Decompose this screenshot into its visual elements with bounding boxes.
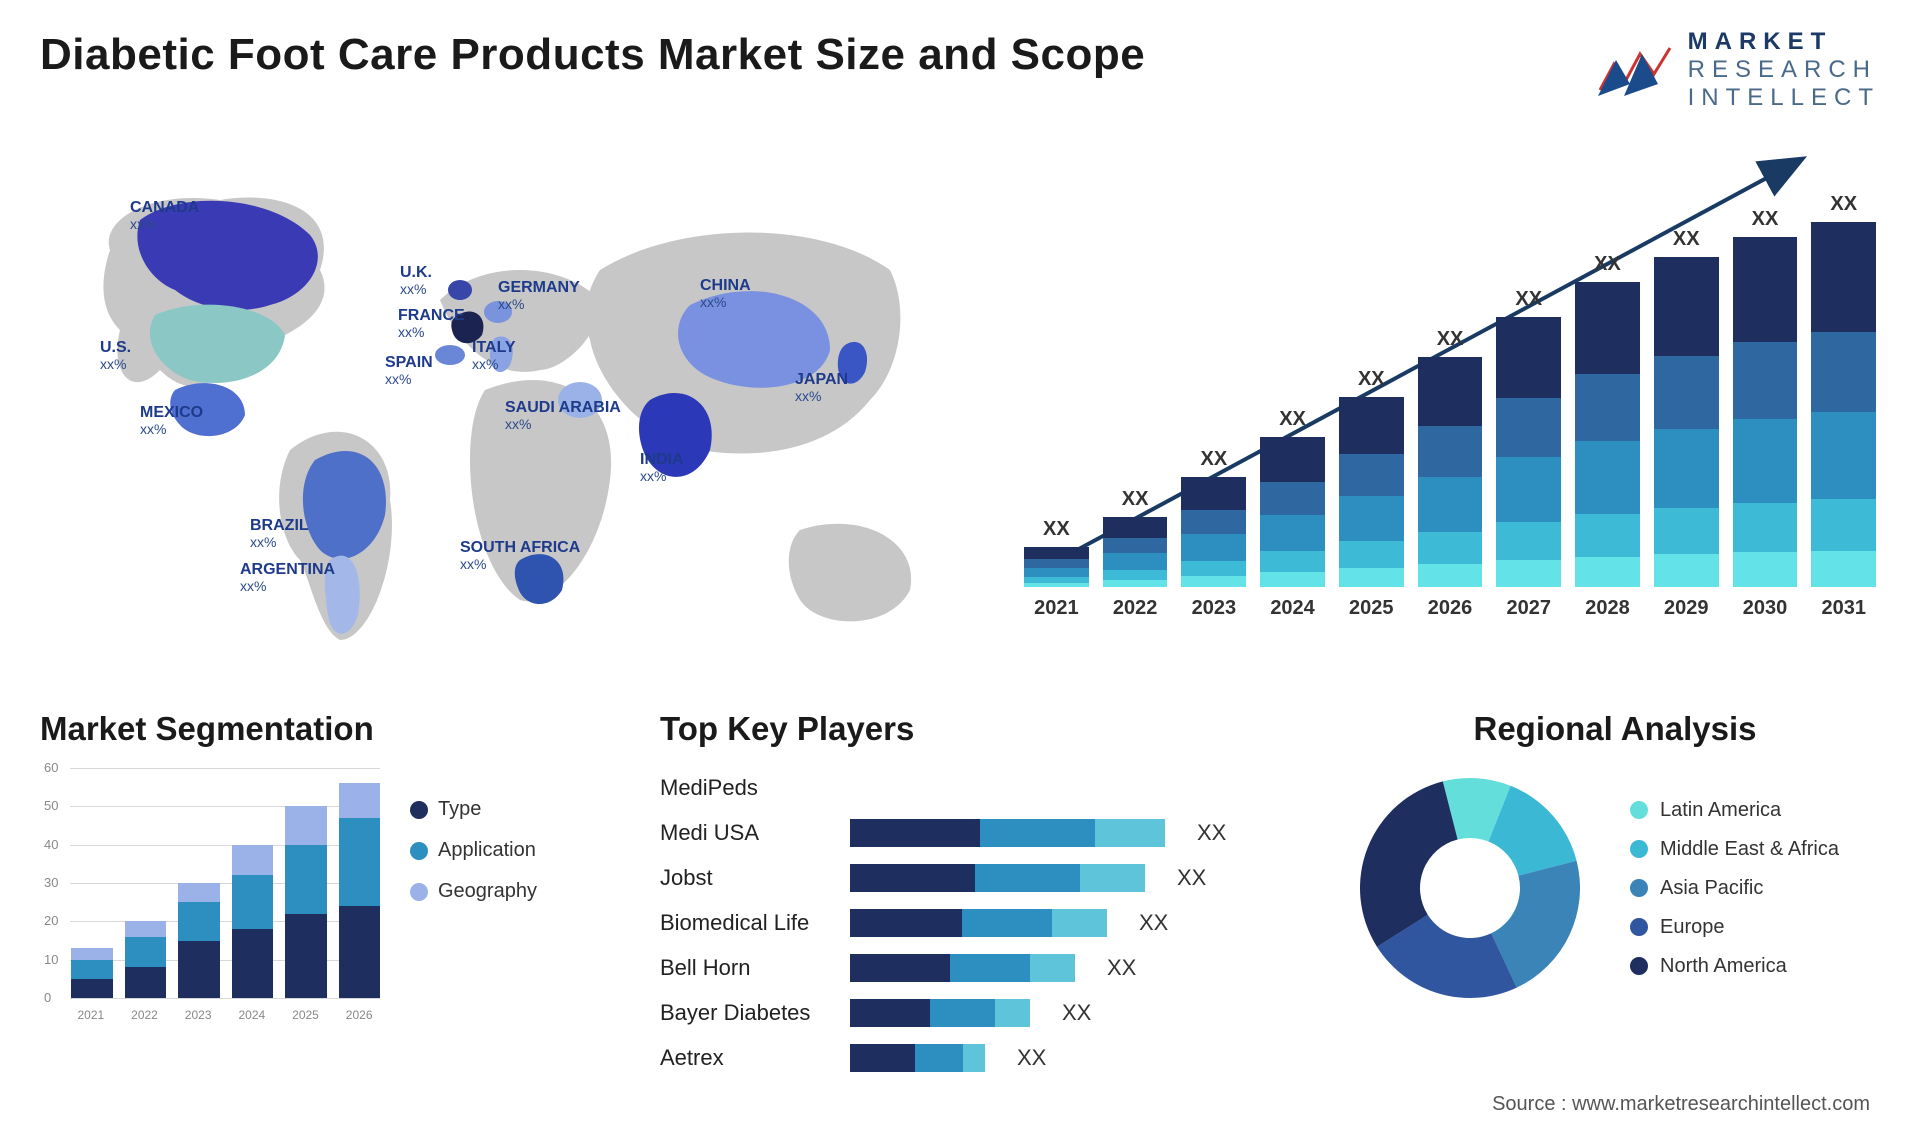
growth-bar-2021: XX2021 <box>1024 518 1089 620</box>
kp-row-medipeds: MediPeds <box>660 768 1300 808</box>
segmentation-chart: 0102030405060 202120222023202420252026 <box>40 768 380 1028</box>
growth-bar-2026: XX2026 <box>1418 328 1483 620</box>
reg-legend-north-america: North America <box>1630 955 1839 978</box>
kp-row-bell-horn: Bell HornXX <box>660 948 1300 988</box>
seg-bar-2022 <box>125 921 167 998</box>
source-text: Source : www.marketresearchintellect.com <box>1492 1093 1870 1116</box>
seg-legend-application: Application <box>410 839 537 862</box>
growth-bar-2031: XX2031 <box>1811 193 1876 620</box>
growth-bar-2025: XX2025 <box>1339 368 1404 620</box>
logo-text-l2: RESEARCH <box>1688 58 1880 82</box>
seg-bar-2025 <box>285 806 327 998</box>
seg-bar-2021 <box>71 948 113 998</box>
reg-legend-middle-east-africa: Middle East & Africa <box>1630 838 1839 861</box>
key-players-section: Top Key Players MediPeds Medi USAXX JobstX… <box>660 710 1300 1083</box>
seg-bar-2026 <box>339 783 381 998</box>
seg-bar-2024 <box>232 845 274 998</box>
key-players-title: Top Key Players <box>660 710 1300 748</box>
growth-bar-2023: XX2023 <box>1181 448 1246 620</box>
market-growth-chart: XX2021XX2022XX2023XX2024XX2025XX2026XX20… <box>1020 140 1880 660</box>
regional-legend: Latin America Middle East & Africa Asia Pa… <box>1630 799 1839 978</box>
kp-row-jobst: JobstXX <box>660 858 1300 898</box>
seg-legend-geography: Geography <box>410 880 537 903</box>
logo-text-l1: MARKET <box>1688 30 1880 54</box>
growth-bar-2030: XX2030 <box>1733 208 1798 620</box>
reg-legend-asia-pacific: Asia Pacific <box>1630 877 1839 900</box>
segmentation-title: Market Segmentation <box>40 710 610 748</box>
growth-bar-2027: XX2027 <box>1496 288 1561 620</box>
reg-legend-latin-america: Latin America <box>1630 799 1839 822</box>
kp-row-medi-usa: Medi USAXX <box>660 813 1300 853</box>
growth-bar-2029: XX2029 <box>1654 228 1719 620</box>
growth-bar-2024: XX2024 <box>1260 408 1325 620</box>
kp-row-biomedical-life: Biomedical LifeXX <box>660 903 1300 943</box>
regional-analysis-section: Regional Analysis Latin America Middle Ea… <box>1350 710 1880 1083</box>
market-segmentation-section: Market Segmentation 0102030405060 202120… <box>40 710 610 1083</box>
growth-bar-2022: XX2022 <box>1103 488 1168 620</box>
segmentation-legend: Type Application Geography <box>410 798 537 903</box>
regional-donut-chart <box>1350 768 1590 1008</box>
page-title: Diabetic Foot Care Products Market Size … <box>40 30 1145 80</box>
seg-bar-2023 <box>178 883 220 998</box>
kp-row-bayer-diabetes: Bayer DiabetesXX <box>660 993 1300 1033</box>
brand-logo: MARKET RESEARCH INTELLECT <box>1596 30 1880 110</box>
world-map: CANADAxx%U.S.xx%MEXICOxx%BRAZILxx%ARGENT… <box>40 140 960 660</box>
logo-text-l3: INTELLECT <box>1688 86 1880 110</box>
reg-legend-europe: Europe <box>1630 916 1839 939</box>
donut-seg-north-america <box>1360 781 1458 946</box>
regional-title: Regional Analysis <box>1350 710 1880 748</box>
kp-row-aetrex: AetrexXX <box>660 1038 1300 1078</box>
growth-bar-2028: XX2028 <box>1575 253 1640 620</box>
logo-icon <box>1596 40 1676 100</box>
seg-legend-type: Type <box>410 798 537 821</box>
